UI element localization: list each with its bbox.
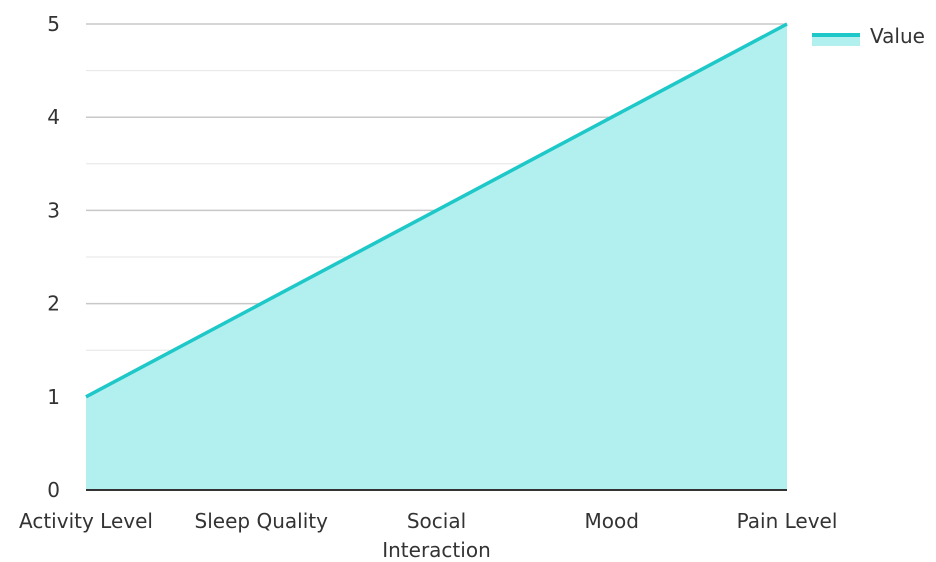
x-tick-label: Sleep Quality bbox=[195, 509, 329, 533]
series-area-fill bbox=[86, 24, 787, 490]
x-tick-label: Activity Level bbox=[19, 509, 153, 533]
series-line bbox=[85, 22, 788, 399]
x-tick-label: Pain Level bbox=[737, 509, 838, 533]
x-tick-label: Mood bbox=[585, 509, 639, 533]
y-axis: 0 1 2 3 4 5 bbox=[47, 12, 60, 502]
legend-label-value: Value bbox=[870, 24, 925, 48]
x-tick-label: Social Interaction bbox=[382, 509, 491, 562]
y-tick-label: 0 bbox=[47, 478, 60, 502]
series-area bbox=[85, 22, 788, 490]
y-tick-label: 4 bbox=[47, 105, 60, 129]
x-axis: Activity Level Sleep Quality Social Interac… bbox=[19, 489, 838, 562]
y-tick-label: 1 bbox=[47, 385, 60, 409]
y-tick-label: 3 bbox=[47, 198, 60, 222]
legend[interactable]: Value bbox=[812, 24, 925, 48]
y-tick-label: 2 bbox=[47, 292, 60, 316]
y-tick-label: 5 bbox=[47, 12, 60, 36]
